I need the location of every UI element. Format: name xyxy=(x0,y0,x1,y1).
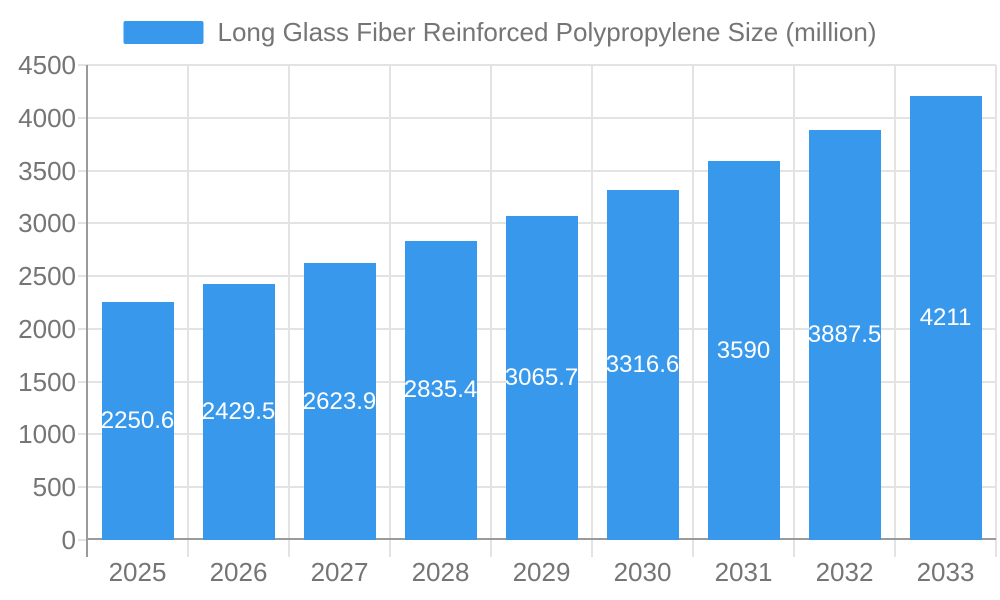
bar-value-label: 4211 xyxy=(919,303,972,331)
legend[interactable]: Long Glass Fiber Reinforced Polypropylen… xyxy=(123,17,877,48)
v-gridline xyxy=(793,65,795,557)
bar-2028[interactable]: 2835.4 xyxy=(403,240,478,540)
bar-value-label: 2250.6 xyxy=(100,407,175,435)
bar-value-label: 2623.9 xyxy=(302,387,377,415)
v-gridline xyxy=(490,65,492,557)
bar-2025[interactable]: 2250.6 xyxy=(100,302,175,540)
bar-2029[interactable]: 3065.7 xyxy=(504,216,579,540)
bar-value-label: 3590 xyxy=(716,336,771,364)
y-axis-tick-label: 4500 xyxy=(18,50,76,80)
bar-2030[interactable]: 3316.6 xyxy=(605,189,680,540)
v-gridline xyxy=(187,65,189,557)
bar-value-label: 2429.5 xyxy=(201,397,276,425)
x-axis-tick-label: 2027 xyxy=(310,557,369,587)
x-axis-tick-label: 2028 xyxy=(411,557,470,587)
h-gridline xyxy=(78,169,996,172)
x-axis-tick-label: 2032 xyxy=(815,557,874,587)
y-axis-tick-label: 2000 xyxy=(18,313,76,344)
y-axis-tick-label: 0 xyxy=(61,525,76,555)
y-axis-tick-label: 1000 xyxy=(18,419,76,450)
x-axis-tick-label: 2033 xyxy=(916,557,975,587)
bar-2031[interactable]: 3590 xyxy=(707,161,780,540)
y-axis-tick-label: 2500 xyxy=(18,261,76,292)
x-axis-tick-label: 2029 xyxy=(512,557,571,587)
v-gridline xyxy=(591,65,593,557)
x-axis-tick-label: 2030 xyxy=(613,557,672,587)
v-gridline xyxy=(389,65,391,557)
bar-value-label: 3065.7 xyxy=(504,364,579,392)
h-gridline xyxy=(78,539,87,541)
bar-value-label: 3887.5 xyxy=(807,320,882,348)
x-axis-tick-label: 2025 xyxy=(108,557,167,587)
y-axis-tick-label: 1500 xyxy=(18,366,76,397)
y-axis-tick-label: 4000 xyxy=(18,102,76,133)
bar-value-label: 3316.6 xyxy=(605,350,680,378)
v-gridline xyxy=(288,65,290,557)
legend-swatch-icon xyxy=(123,21,204,44)
y-axis-tick-label: 3500 xyxy=(18,155,76,186)
v-gridline xyxy=(995,65,997,557)
y-axis-line xyxy=(86,65,88,557)
v-gridline xyxy=(692,65,694,557)
h-gridline xyxy=(78,116,996,119)
y-axis-tick-label: 500 xyxy=(32,472,76,503)
bar-2033[interactable]: 4211 xyxy=(909,95,982,540)
h-gridline xyxy=(78,64,996,66)
bar-2026[interactable]: 2429.5 xyxy=(201,283,276,540)
y-axis-tick-label: 3000 xyxy=(18,208,76,239)
x-axis-tick-label: 2031 xyxy=(714,557,773,587)
bar-2032[interactable]: 3887.5 xyxy=(807,129,882,540)
legend-label: Long Glass Fiber Reinforced Polypropylen… xyxy=(217,17,877,47)
plot-area: 0 500 1000 1500 2000 2500 3000 3500 4000 4500 2250… xyxy=(18,50,997,587)
x-axis-tick-label: 2026 xyxy=(209,557,268,587)
v-gridline xyxy=(894,65,896,557)
bar-value-label: 2835.4 xyxy=(403,376,478,404)
bar-2027[interactable]: 2623.9 xyxy=(302,263,377,540)
